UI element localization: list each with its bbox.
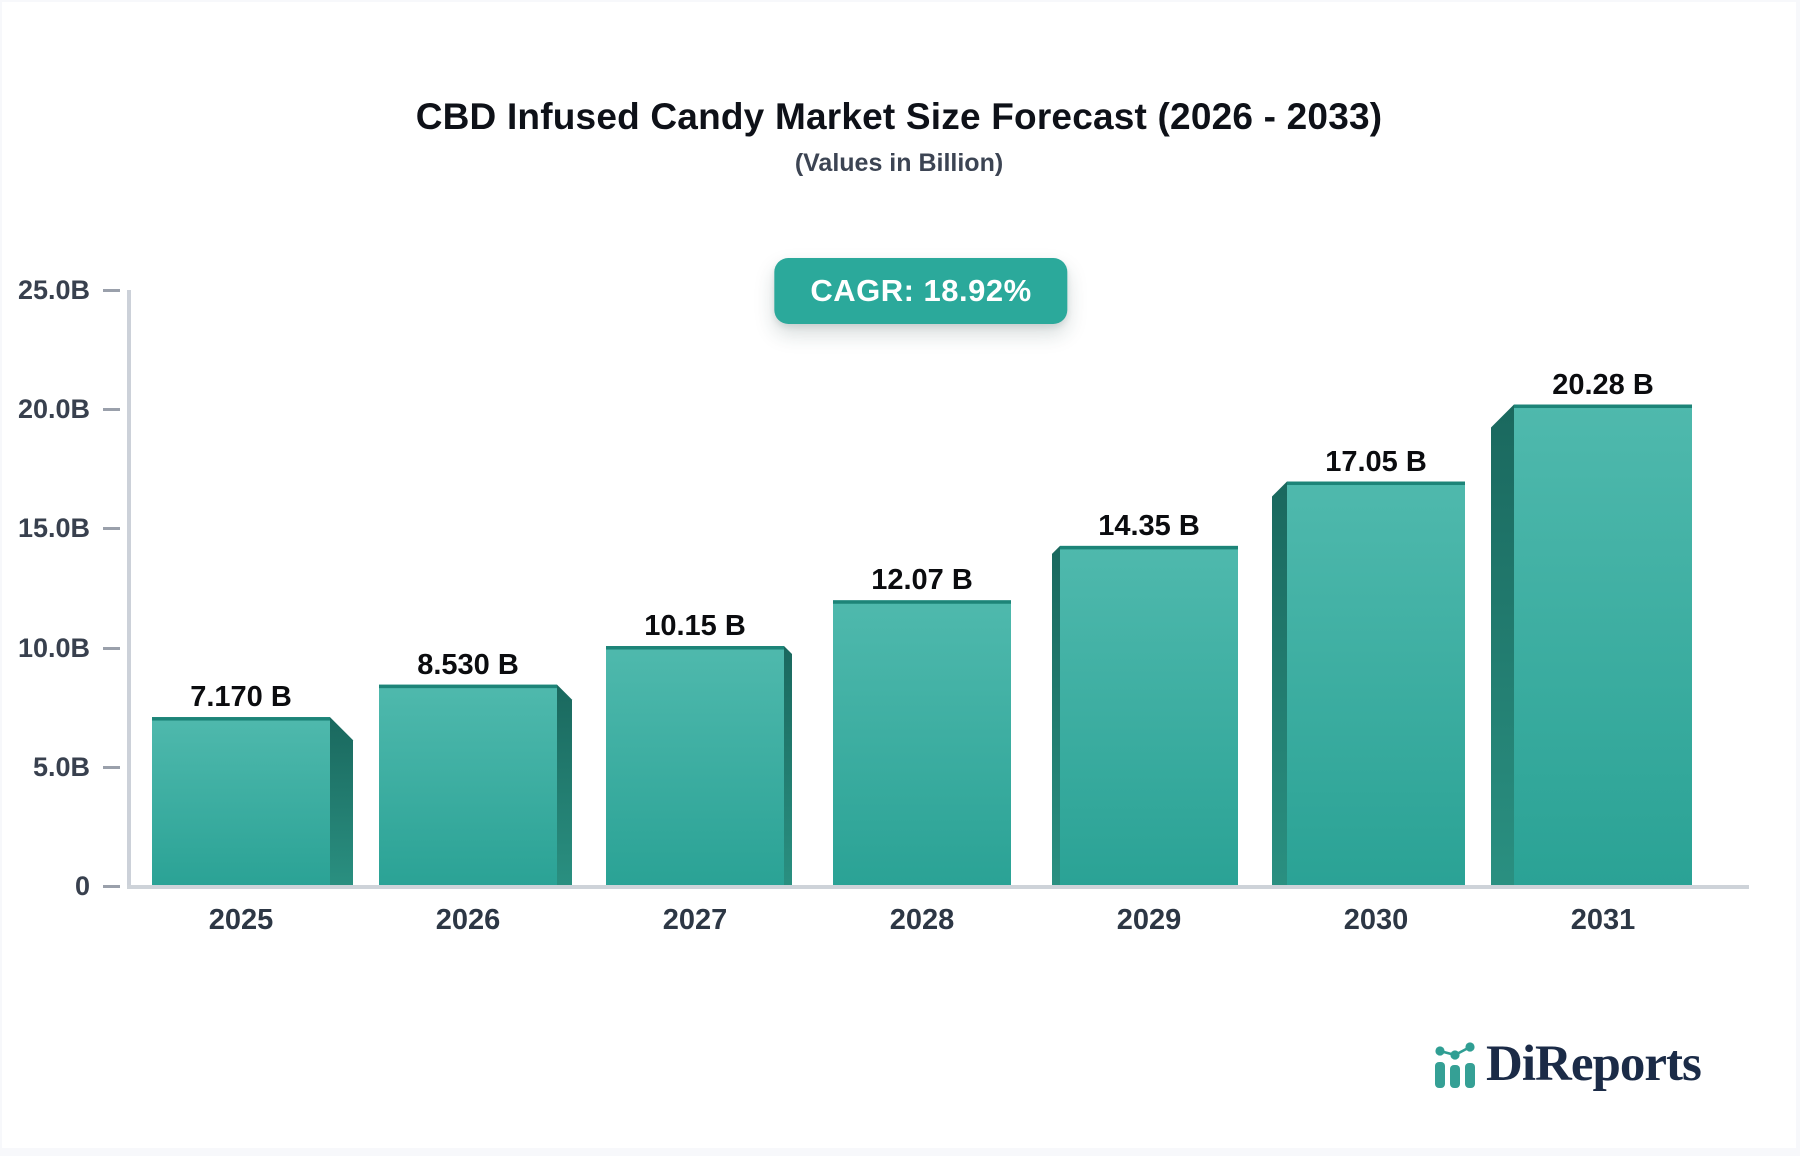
bar-value-label-2028: 12.07 B — [871, 564, 973, 597]
y-tick-label: 10.0B — [17, 632, 90, 663]
bar-top-edge — [833, 600, 1011, 604]
bar-value-label-2031: 20.28 B — [1552, 368, 1654, 401]
y-tick — [103, 765, 120, 769]
chart-title: CBD Infused Candy Market Size Forecast (… — [415, 96, 1383, 137]
bar-top-edge — [152, 717, 330, 721]
bar-2028 — [833, 600, 1011, 888]
y-tick-label: 25.0B — [17, 275, 90, 305]
bar-side-2025 — [330, 717, 353, 888]
bar-side-2026 — [557, 684, 572, 888]
x-axis-label-2027: 2027 — [662, 904, 728, 936]
bar-2030 — [1287, 481, 1465, 888]
bar-2025 — [152, 717, 330, 888]
bar-side-2031 — [1491, 404, 1514, 888]
y-tick-label: 15.0B — [17, 513, 90, 544]
x-axis-label-2030: 2030 — [1343, 904, 1409, 936]
y-tick — [103, 408, 120, 412]
chart-subtitle: (Values in Billion) — [794, 149, 1004, 177]
bar-2031 — [1514, 404, 1692, 888]
x-axis-line — [127, 885, 1749, 889]
y-tick — [103, 527, 120, 531]
y-tick — [103, 646, 120, 650]
bar-value-label-2025: 7.170 B — [190, 681, 292, 714]
bar-value-label-2029: 14.35 B — [1098, 509, 1200, 542]
bar-2026 — [379, 684, 557, 888]
brand-name: DiReports — [1486, 1036, 1702, 1092]
y-tick-label: 0 — [74, 871, 90, 901]
x-axis-label-2028: 2028 — [889, 904, 955, 936]
bar-line-chart-icon — [1435, 1042, 1475, 1088]
bar-top-edge — [1514, 404, 1692, 409]
x-axis-label-2031: 2031 — [1570, 904, 1636, 936]
y-axis-line — [127, 290, 131, 889]
brand-logo: DiReports — [1433, 1036, 1702, 1092]
bar-side-2030 — [1272, 481, 1287, 888]
cagr-badge: CAGR: 18.92% — [774, 258, 1068, 324]
bar-value-label-2027: 10.15 B — [644, 610, 746, 643]
bar-top-edge — [379, 684, 557, 689]
bar-2027 — [606, 646, 784, 888]
x-axis-label-2025: 2025 — [208, 904, 274, 936]
bar-side-2029 — [1052, 545, 1060, 888]
y-tick — [103, 885, 120, 888]
bar-top-edge — [1060, 545, 1238, 550]
bar-2029 — [1060, 545, 1238, 888]
bar-side-2027 — [784, 646, 792, 888]
bar-top-edge — [1287, 481, 1465, 486]
y-tick-label: 5.0B — [32, 751, 90, 782]
x-axis-label-2029: 2029 — [1116, 904, 1182, 936]
y-tick-label: 20.0B — [17, 394, 90, 425]
x-axis-label-2026: 2026 — [435, 904, 501, 936]
y-tick — [103, 289, 120, 292]
bar-value-label-2026: 8.530 B — [417, 648, 519, 681]
bar-top-edge — [606, 646, 784, 650]
bar-value-label-2030: 17.05 B — [1325, 445, 1427, 478]
